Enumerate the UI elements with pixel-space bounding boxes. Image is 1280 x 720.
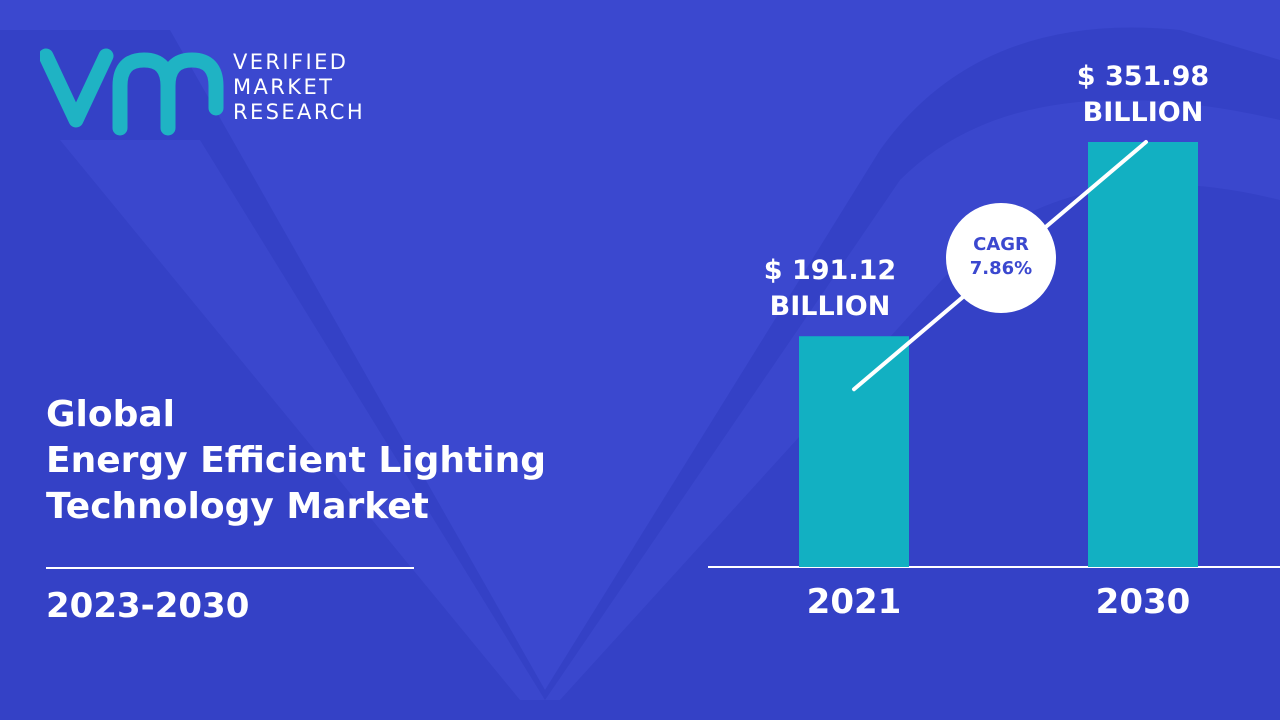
brand-logo: VERIFIED MARKET RESEARCH <box>40 48 400 138</box>
cagr-value: 7.86% <box>970 258 1032 279</box>
title-line-1: Global <box>46 394 176 435</box>
bar-2021 <box>799 336 909 567</box>
title-line-3: Technology Market <box>46 486 429 527</box>
bar-2030 <box>1088 142 1198 567</box>
cagr-bubble <box>946 203 1056 313</box>
data-label-2030-line-1: $ 351.98 <box>1077 61 1209 92</box>
title-line-2: Energy Efficient Lighting <box>46 440 546 481</box>
brand-line-2: MARKET <box>233 75 335 99</box>
brand-wordmark: VERIFIED MARKET RESEARCH <box>233 50 365 125</box>
brand-line-1: VERIFIED <box>233 50 349 74</box>
data-label-2030-line-2: BILLION <box>1083 97 1204 128</box>
x-tick-label-2021: 2021 <box>807 582 902 622</box>
vmr-logo-icon <box>40 48 224 136</box>
background-v-shape <box>0 27 1280 720</box>
data-label-2021-line-2: BILLION <box>770 291 891 322</box>
title-divider <box>46 567 414 569</box>
forecast-period: 2023-2030 <box>46 586 250 626</box>
x-tick-label-2030: 2030 <box>1096 582 1191 622</box>
brand-line-3: RESEARCH <box>233 100 366 124</box>
data-label-2021-line-1: $ 191.12 <box>764 255 896 286</box>
cagr-label: CAGR <box>973 234 1029 255</box>
report-title: Global Energy Efficient Lighting Technol… <box>46 392 546 530</box>
